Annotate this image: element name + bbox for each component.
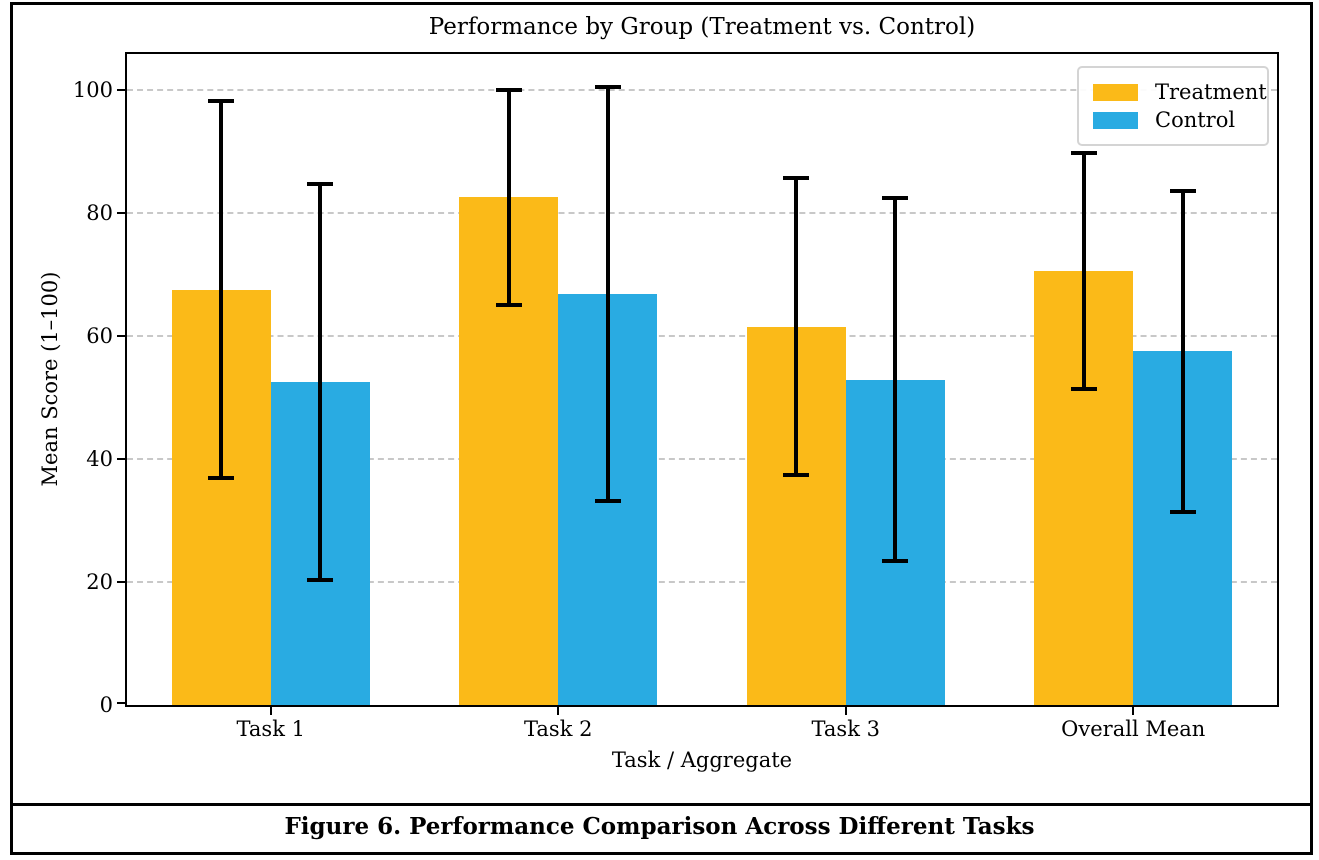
error-bar-treatment-task-1 xyxy=(208,98,235,481)
gridline-40 xyxy=(127,457,1277,460)
x-tick-label-task-2: Task 2 xyxy=(524,717,593,741)
y-tick-60 xyxy=(117,334,125,337)
error-cap-top xyxy=(495,87,522,92)
error-cap-bottom xyxy=(1070,387,1097,392)
error-cap-bottom xyxy=(307,577,334,582)
x-tick-overall-mean xyxy=(1132,707,1135,715)
error-cap-top xyxy=(594,84,621,89)
error-bar-control-task-1 xyxy=(307,181,334,582)
y-tick-80 xyxy=(117,211,125,214)
x-tick-label-overall-mean: Overall Mean xyxy=(1061,717,1206,741)
error-cap-top xyxy=(1070,151,1097,156)
chart-title: Performance by Group (Treatment vs. Cont… xyxy=(428,14,976,40)
legend-swatch-control xyxy=(1093,111,1138,129)
y-tick-label-60: 60 xyxy=(86,323,113,348)
x-tick-task-2 xyxy=(557,707,560,715)
gridline-80 xyxy=(127,211,1277,214)
error-bar-control-task-2 xyxy=(594,84,621,504)
error-cap-bottom xyxy=(783,473,810,478)
caption-divider xyxy=(10,803,1313,806)
gridline-60 xyxy=(127,334,1277,337)
error-cap-top xyxy=(307,181,334,186)
error-cap-bottom xyxy=(594,499,621,504)
legend: Treatment Control xyxy=(1077,66,1269,146)
error-cap-bottom xyxy=(208,476,235,481)
plot-area: 0 20 40 60 80 100 Task 1 Task 2 Task 3 Overall Me… xyxy=(73,52,1279,741)
x-tick-task-1 xyxy=(269,707,272,715)
error-bar-treatment-task-3 xyxy=(783,175,810,478)
y-tick-100 xyxy=(117,88,125,91)
y-tick-0 xyxy=(117,702,125,704)
figure-caption: Figure 6. Performance Comparison Across … xyxy=(284,813,1035,840)
error-cap-bottom xyxy=(495,302,522,307)
x-tick-task-3 xyxy=(844,707,847,715)
error-bar-control-overall-mean xyxy=(1169,188,1196,514)
error-bar-treatment-task-2 xyxy=(495,87,522,307)
gridline-20 xyxy=(127,580,1277,583)
error-bar-treatment-overall-mean xyxy=(1070,151,1097,392)
error-cap-top xyxy=(1169,188,1196,193)
gridline-100 xyxy=(127,88,1277,91)
legend-item-control: Control xyxy=(1093,106,1267,134)
y-tick-label-100: 100 xyxy=(72,77,113,102)
error-cap-bottom xyxy=(1169,509,1196,514)
legend-swatch-treatment xyxy=(1093,83,1138,101)
legend-item-treatment: Treatment xyxy=(1093,78,1267,106)
error-cap-top xyxy=(783,175,810,180)
y-tick-label-20: 20 xyxy=(86,569,113,594)
legend-label-control: Control xyxy=(1155,108,1236,132)
y-tick-20 xyxy=(117,580,125,583)
x-tick-label-task-3: Task 3 xyxy=(811,717,880,741)
legend-label-treatment: Treatment xyxy=(1155,80,1267,104)
y-tick-label-80: 80 xyxy=(86,200,113,225)
plot-inner: 0 20 40 60 80 100 Task 1 Task 2 Task 3 Overall Me… xyxy=(73,54,1277,741)
error-cap-top xyxy=(208,98,235,103)
error-cap-bottom xyxy=(882,558,909,563)
error-bar-control-task-3 xyxy=(882,196,909,563)
y-tick-label-40: 40 xyxy=(86,446,113,471)
y-tick-40 xyxy=(117,457,125,460)
error-cap-top xyxy=(882,196,909,201)
y-tick-label-0: 0 xyxy=(99,693,113,717)
x-tick-label-task-1: Task 1 xyxy=(236,717,305,741)
x-axis-label: Task / Aggregate xyxy=(611,748,793,772)
